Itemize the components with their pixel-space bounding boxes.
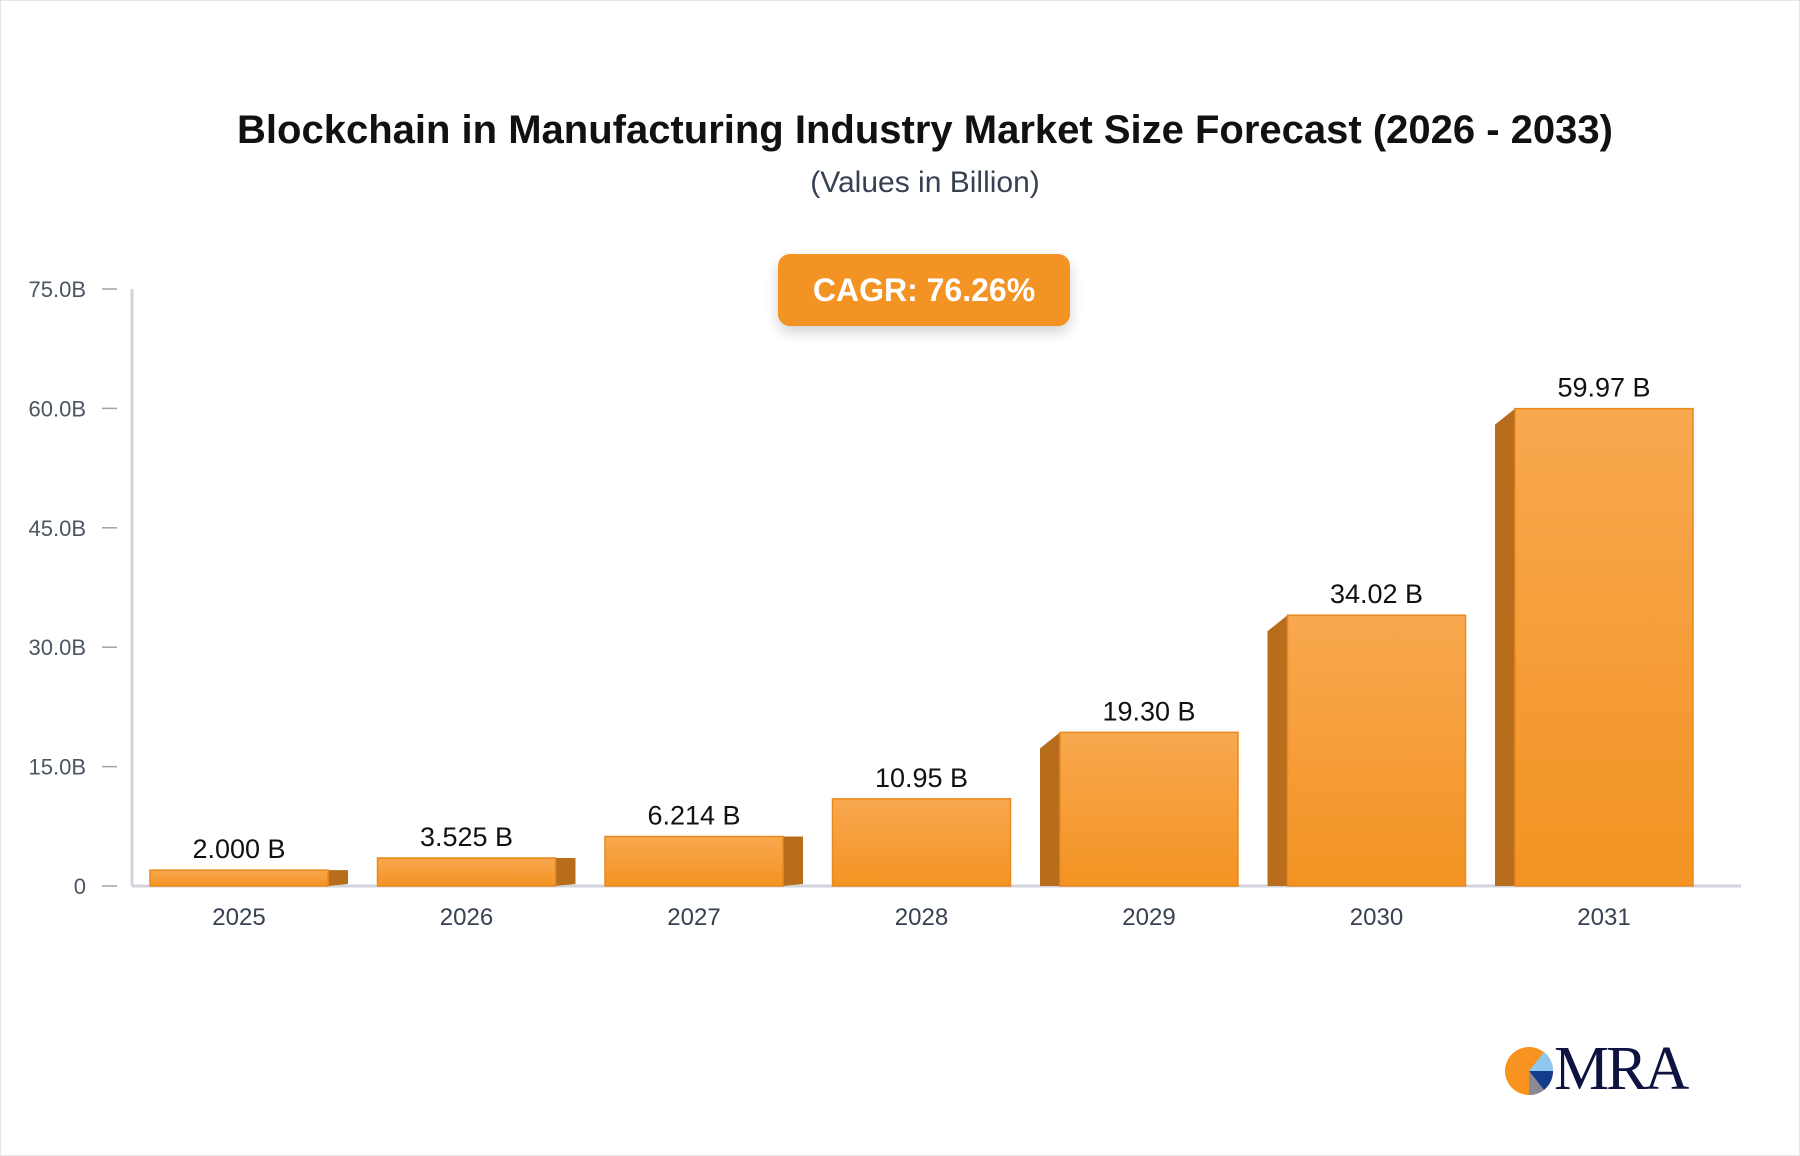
- bar-2028: 10.95 B: [831, 763, 1012, 887]
- data-label: 34.02 B: [1330, 579, 1423, 609]
- mra-logo: MRA: [1504, 1035, 1694, 1103]
- x-tick-label: 2031: [1577, 904, 1630, 931]
- bar-front: [376, 857, 557, 887]
- pie-logo-icon: [1505, 1047, 1554, 1096]
- x-tick-label: 2029: [1122, 904, 1175, 931]
- x-tick-label: 2026: [440, 904, 493, 931]
- chart-title: Blockchain in Manufacturing Industry Mar…: [237, 108, 1613, 152]
- bar-side: [1267, 615, 1288, 886]
- x-tick-label: 2030: [1350, 904, 1403, 931]
- bar-side: [555, 857, 576, 886]
- bar-2029: 19.30 B: [1040, 696, 1239, 887]
- bar-2027: 6.214 B: [604, 801, 803, 887]
- x-tick-label: 2028: [895, 904, 948, 931]
- bar-side: [1040, 732, 1060, 886]
- x-tick-label: 2025: [212, 904, 265, 931]
- bar-front: [831, 798, 1012, 887]
- data-label: 6.214 B: [647, 801, 740, 831]
- bar-side: [1495, 408, 1515, 886]
- bar-front: [1059, 731, 1239, 887]
- y-tick-label: 75.0B: [29, 277, 87, 302]
- data-label: 19.30 B: [1102, 696, 1195, 726]
- y-tick-label: 45.0B: [29, 516, 87, 541]
- logo-text: MRA: [1554, 1035, 1689, 1103]
- data-label: 2.000 B: [192, 834, 285, 864]
- bar-front: [604, 835, 784, 887]
- data-label: 3.525 B: [420, 822, 513, 852]
- data-label: 59.97 B: [1557, 373, 1650, 403]
- y-tick-label: 60.0B: [29, 396, 87, 421]
- y-tick-label: 30.0B: [29, 635, 87, 660]
- bar-2030: 34.02 B: [1267, 579, 1467, 887]
- bar-front: [1514, 407, 1694, 887]
- bar-2025: 2.000 B: [149, 834, 348, 887]
- bar-side: [783, 836, 803, 886]
- x-tick-label: 2027: [667, 904, 720, 931]
- bar-front: [149, 869, 329, 887]
- y-tick-label: 15.0B: [29, 755, 87, 780]
- data-label: 10.95 B: [875, 763, 968, 793]
- chart-subtitle: (Values in Billion): [810, 166, 1040, 199]
- bar-2026: 3.525 B: [376, 822, 576, 887]
- cagr-badge: CAGR: 76.26%: [778, 254, 1070, 326]
- bar-2031: 59.97 B: [1495, 373, 1694, 887]
- bar-side: [328, 870, 348, 886]
- bar-front: [1286, 614, 1467, 887]
- y-tick-label: 0: [74, 874, 86, 899]
